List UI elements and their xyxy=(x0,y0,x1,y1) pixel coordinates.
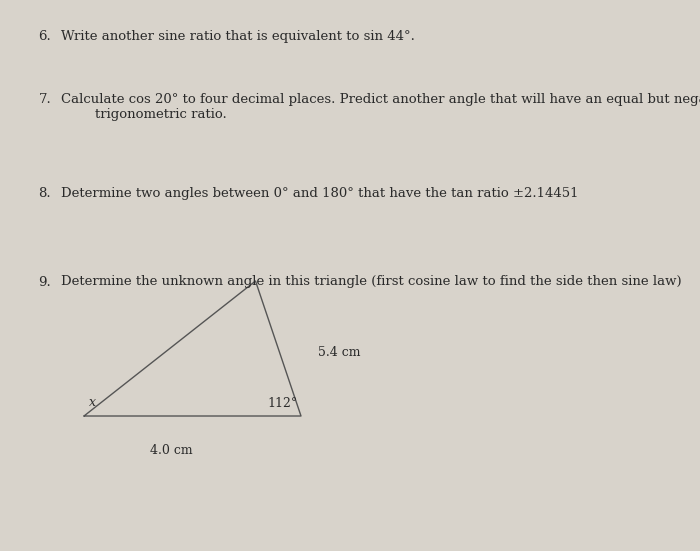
Text: 112°: 112° xyxy=(267,397,297,410)
Text: 8.: 8. xyxy=(38,187,51,201)
Text: Calculate cos 20° to four decimal places. Predict another angle that will have a: Calculate cos 20° to four decimal places… xyxy=(61,93,700,121)
Text: 6.: 6. xyxy=(38,30,51,44)
Text: 4.0 cm: 4.0 cm xyxy=(150,444,193,457)
Text: Write another sine ratio that is equivalent to sin 44°.: Write another sine ratio that is equival… xyxy=(61,30,415,44)
Text: Determine two angles between 0° and 180° that have the tan ratio ±2.14451: Determine two angles between 0° and 180°… xyxy=(61,187,578,201)
Text: x: x xyxy=(89,396,96,409)
Text: 7.: 7. xyxy=(38,93,51,106)
Text: 9.: 9. xyxy=(38,276,51,289)
Text: Determine the unknown angle in this triangle (first cosine law to find the side : Determine the unknown angle in this tria… xyxy=(61,276,682,289)
Text: 5.4 cm: 5.4 cm xyxy=(318,346,361,359)
